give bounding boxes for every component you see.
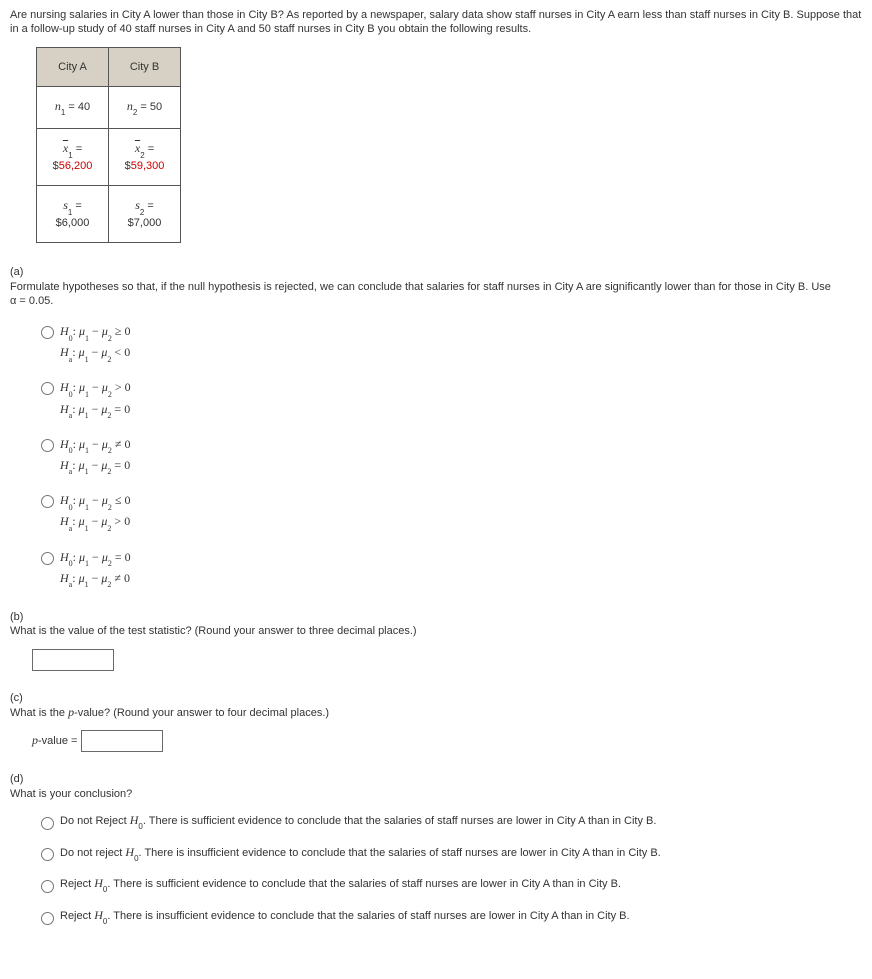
part-c: (c) What is the p-value? (Round your ans… — [10, 691, 862, 753]
part-d: (d) What is your conclusion? Do not Reje… — [10, 772, 862, 925]
part-d-label: (d) — [10, 772, 32, 786]
cell-mean1: x1 = $56,200 — [37, 129, 109, 186]
part-d-option-4: Reject H0. There is insufficient evidenc… — [60, 908, 630, 926]
part-a-option-4: H0: μ1 − μ2 ≤ 0 Ha: μ1 − μ2 > 0 — [60, 491, 130, 533]
part-d-text: What is your conclusion? — [10, 787, 840, 801]
cell-n2: n2 = 50 — [109, 86, 181, 129]
part-d-option-1: Do not Reject H0. There is sufficient ev… — [60, 813, 656, 831]
part-d-option-2-radio[interactable] — [41, 848, 54, 861]
part-d-option-4-radio[interactable] — [41, 912, 54, 925]
intro-text: Are nursing salaries in City A lower tha… — [10, 8, 862, 37]
part-a-option-3-radio[interactable] — [41, 439, 54, 452]
part-a: (a) Formulate hypotheses so that, if the… — [10, 265, 862, 590]
part-a-text: Formulate hypotheses so that, if the nul… — [10, 280, 840, 309]
part-a-option-4-radio[interactable] — [41, 495, 54, 508]
part-a-option-1: H0: μ1 − μ2 ≥ 0 Ha: μ1 − μ2 < 0 — [60, 322, 130, 364]
part-a-option-3: H0: μ1 − μ2 ≠ 0 Ha: μ1 − μ2 = 0 — [60, 435, 130, 477]
part-d-option-1-radio[interactable] — [41, 817, 54, 830]
part-b-text: What is the value of the test statistic?… — [10, 624, 840, 638]
test-statistic-input[interactable] — [32, 649, 114, 671]
part-c-text: What is the p-value? (Round your answer … — [10, 705, 840, 721]
part-c-label: (c) — [10, 691, 32, 705]
cell-s2: s2 = $7,000 — [109, 186, 181, 243]
part-b-label: (b) — [10, 610, 32, 624]
header-city-a: City A — [37, 47, 109, 86]
data-table: City A City B n1 = 40 n2 = 50 x1 = $56,2… — [36, 47, 181, 244]
part-d-option-3: Reject H0. There is sufficient evidence … — [60, 876, 621, 894]
pvalue-label: p-value = — [32, 735, 81, 747]
header-city-b: City B — [109, 47, 181, 86]
part-b: (b) What is the value of the test statis… — [10, 610, 862, 671]
part-a-label: (a) — [10, 265, 32, 279]
cell-mean2: x2 = $59,300 — [109, 129, 181, 186]
pvalue-input[interactable] — [81, 730, 163, 752]
cell-n1: n1 = 40 — [37, 86, 109, 129]
part-a-option-2: H0: μ1 − μ2 > 0 Ha: μ1 − μ2 = 0 — [60, 378, 131, 420]
part-a-option-5: H0: μ1 − μ2 = 0 Ha: μ1 − μ2 ≠ 0 — [60, 548, 131, 590]
part-a-option-5-radio[interactable] — [41, 552, 54, 565]
part-a-option-1-radio[interactable] — [41, 326, 54, 339]
part-d-option-2: Do not reject H0. There is insufficient … — [60, 845, 661, 863]
part-d-option-3-radio[interactable] — [41, 880, 54, 893]
part-a-option-2-radio[interactable] — [41, 382, 54, 395]
cell-s1: s1 = $6,000 — [37, 186, 109, 243]
